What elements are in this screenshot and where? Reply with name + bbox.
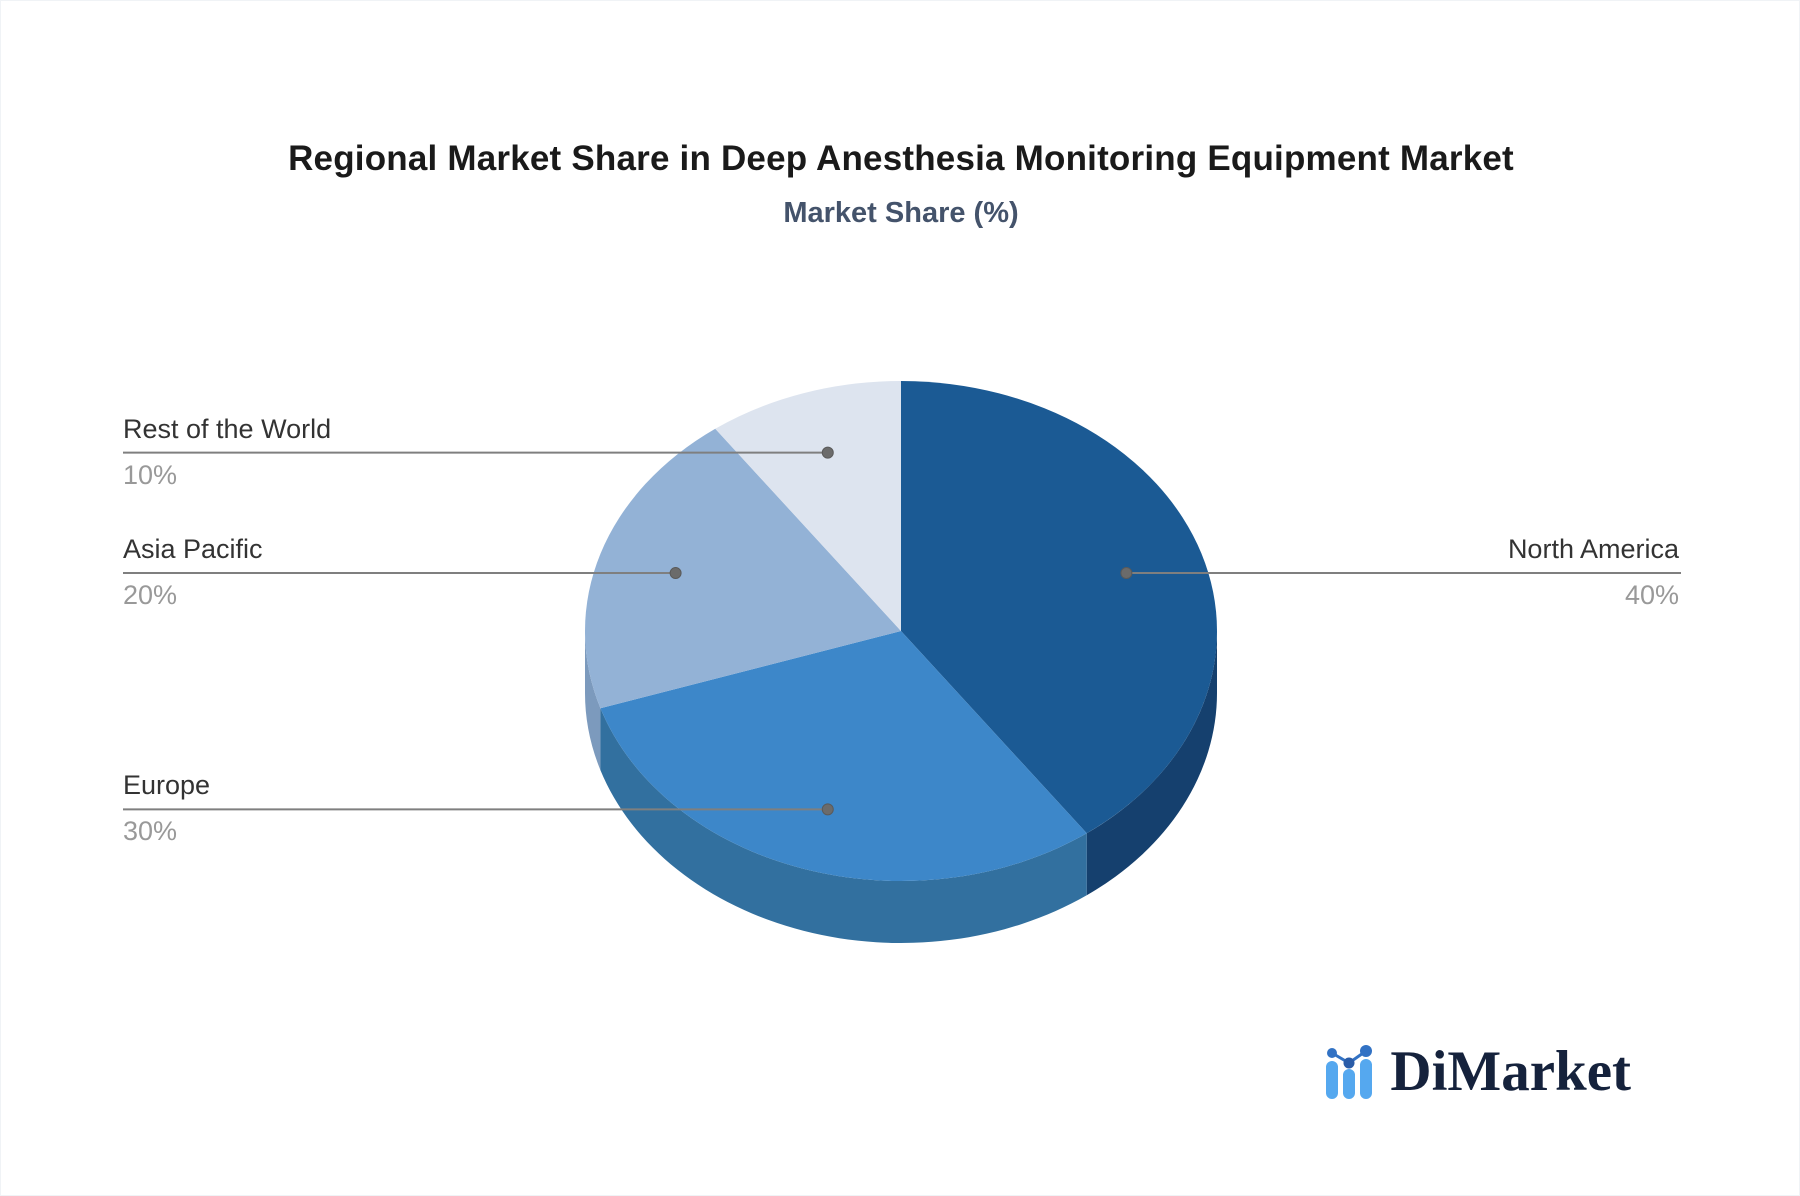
leader-dot-asia-pacific bbox=[669, 567, 682, 580]
leader-dot-rest-of-the-world bbox=[821, 446, 834, 459]
pie-slice-side-europe bbox=[600, 708, 1087, 944]
pie-slice-asia-pacific bbox=[585, 428, 901, 709]
chart-title: Regional Market Share in Deep Anesthesia… bbox=[288, 139, 1514, 178]
leader-dot-north-america bbox=[1120, 567, 1133, 580]
chart-subtitle: Market Share (%) bbox=[783, 197, 1019, 229]
pie-slice-europe bbox=[600, 631, 1087, 882]
brand-logo-text: DiMarket bbox=[1390, 1040, 1631, 1103]
bar-chart-trend-icon bbox=[1326, 1045, 1373, 1099]
pie-slice-north-america bbox=[901, 381, 1217, 834]
pie-slice-side-north-america bbox=[1086, 631, 1217, 896]
pie-slice-rest-of-the-world bbox=[715, 381, 901, 631]
leader-dot-europe bbox=[821, 803, 834, 816]
brand-logo: DiMarket bbox=[1324, 1039, 1631, 1101]
pie-slice-side-asia-pacific bbox=[585, 631, 601, 771]
